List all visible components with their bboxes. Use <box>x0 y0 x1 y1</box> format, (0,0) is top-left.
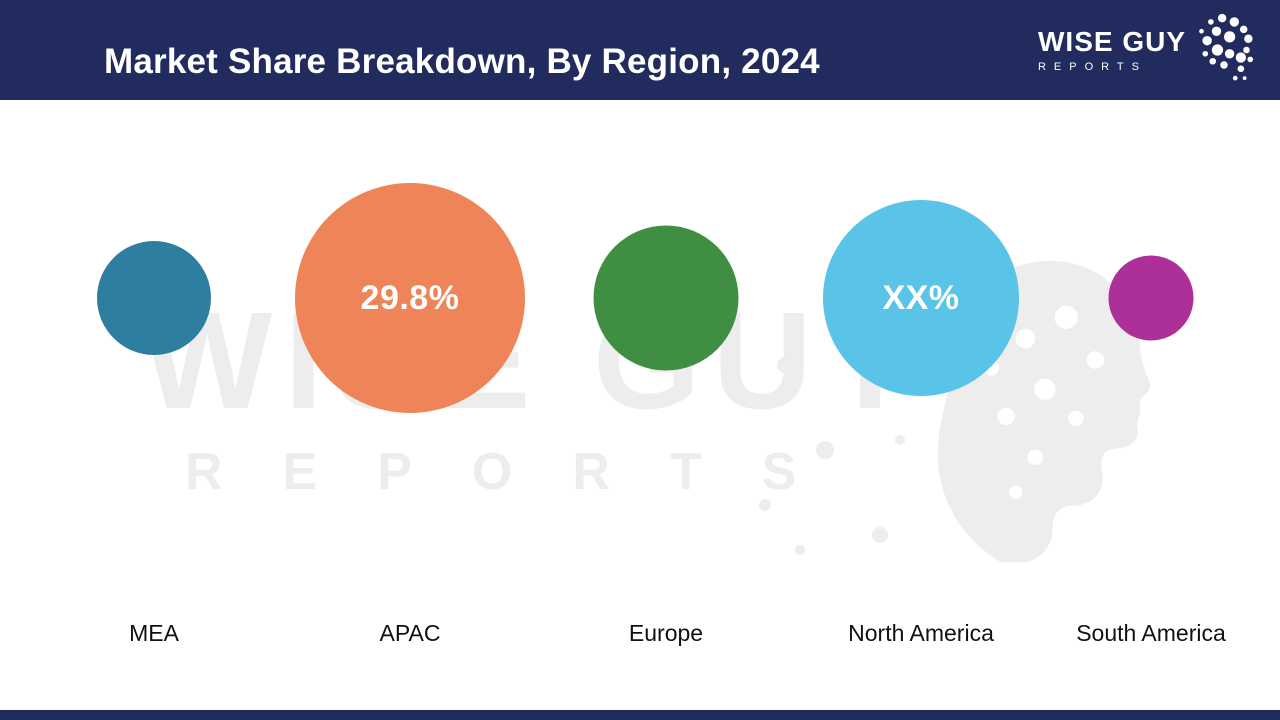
watermark-text: WISE GUY <box>142 284 929 438</box>
bubble-apac: 29.8% <box>295 183 525 413</box>
watermark-subtext: REPORTS <box>185 443 857 501</box>
bubble-south-america <box>1108 255 1194 341</box>
region-label-europe: Europe <box>628 620 704 646</box>
footer-bar <box>0 710 1280 720</box>
region-label-apac: APAC <box>379 620 441 646</box>
bubble-mea <box>97 241 211 355</box>
region-label-mea: MEA <box>129 620 179 646</box>
bubble-value-apac: 29.8% <box>360 278 460 317</box>
wise-guy-logo: WISE GUY REPORTS <box>1038 11 1254 89</box>
logo-head-dots-icon <box>1199 13 1254 81</box>
region-label-south-america: South America <box>1076 620 1226 646</box>
bubble-europe <box>593 225 739 371</box>
chart-area: WISE GUY REPORTS 29.8% XX% MEA APAC Euro… <box>0 100 1280 710</box>
logo-subtitle-text: REPORTS <box>1037 60 1147 73</box>
logo-wordmark: WISE GUY REPORTS <box>1037 25 1186 73</box>
header: Market Share Breakdown, By Region, 2024 … <box>0 0 1280 100</box>
bubble-north-america: XX% <box>823 200 1019 396</box>
bubble-value-north-america: XX% <box>882 278 960 317</box>
page-title: Market Share Breakdown, By Region, 2024 <box>104 42 820 81</box>
region-label-north-america: North America <box>848 620 994 646</box>
logo-title-text: WISE GUY <box>1037 25 1186 57</box>
